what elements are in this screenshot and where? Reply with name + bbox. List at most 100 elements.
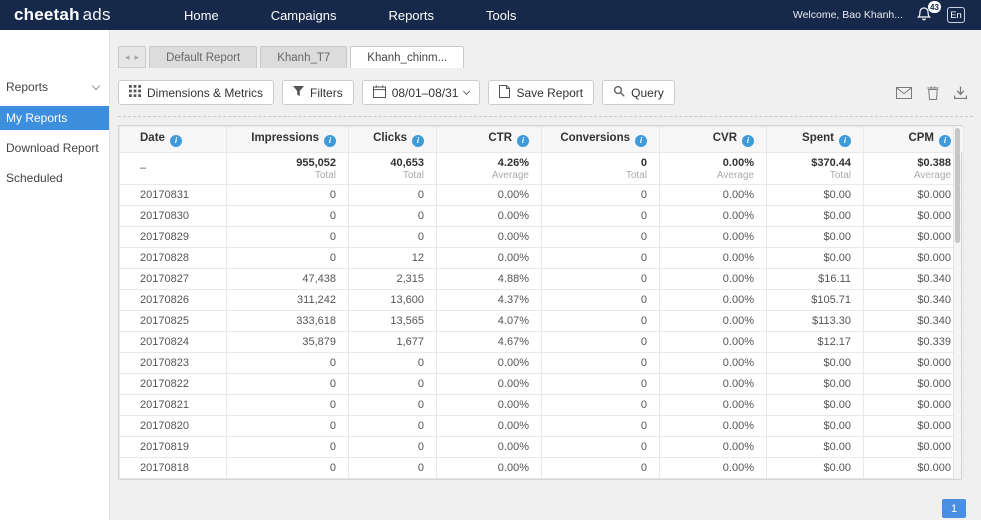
tab-scroll-left-icon[interactable]: ◂ [125, 51, 130, 62]
table-row[interactable]: 20170821 0 0 0.00% 0 0.00% $0.00 $0.000 [119, 393, 964, 416]
query-button[interactable]: Query [602, 80, 675, 105]
table-row[interactable]: 20170827 47,438 2,315 4.88% 0 0.00% $16.11 $0.3… [119, 267, 964, 290]
table-row[interactable]: 20170831 0 0 0.00% 0 0.00% $0.00 $0.000 [119, 183, 964, 206]
value-cell: $12.17 [766, 330, 864, 353]
value-cell: 4.37% [436, 288, 542, 311]
nav-item-tools[interactable]: Tools [485, 7, 517, 23]
date-cell: 20170821 [119, 393, 227, 416]
info-icon[interactable]: i [742, 134, 754, 147]
value-cell: $0.000 [863, 372, 964, 395]
brand-logo[interactable]: cheetah ads [14, 5, 132, 25]
value-cell: $16.11 [766, 267, 864, 290]
brand-bold: cheetah [14, 5, 80, 24]
totals-cell: 0.00% Average [659, 151, 767, 185]
tab-scroll-right-icon[interactable]: ▸ [134, 51, 140, 62]
column-header-date[interactable]: Date i [119, 126, 227, 153]
tab-label: Default Report [166, 51, 241, 64]
envelope-icon[interactable] [896, 86, 912, 99]
sidebar-item-download-report[interactable]: Download Report [0, 136, 109, 160]
page-1-button[interactable]: 1 [942, 499, 966, 518]
info-icon[interactable]: i [517, 134, 529, 147]
table-scrollbar[interactable] [953, 126, 961, 479]
table-row[interactable]: 20170829 0 0 0.00% 0 0.00% $0.00 $0.000 [119, 225, 964, 248]
language-selector[interactable]: En [947, 7, 965, 23]
value-cell: 0.00% [436, 351, 542, 374]
info-icon[interactable]: i [635, 134, 647, 147]
tab-khanh-t7[interactable]: Khanh_T7 [260, 46, 348, 68]
filters-label: Filters [310, 85, 343, 100]
table-row[interactable]: 20170825 333,618 13,565 4.07% 0 0.00% $113.30 $… [119, 309, 964, 332]
tab-default-report[interactable]: Default Report [149, 46, 258, 68]
save-report-button[interactable]: Save Report [488, 80, 595, 105]
totals-cell: 0 Total [541, 151, 660, 185]
info-icon[interactable]: i [939, 134, 951, 147]
value-cell: 4.07% [436, 309, 542, 332]
column-header-spent[interactable]: Spent i [766, 126, 864, 153]
sidebar: Reports My Reports Download Report Sched… [0, 30, 110, 520]
table-row[interactable]: 20170830 0 0 0.00% 0 0.00% $0.00 $0.000 [119, 204, 964, 227]
save-report-label: Save Report [516, 85, 584, 100]
value-cell: 0 [541, 246, 660, 269]
sidebar-item-scheduled[interactable]: Scheduled [0, 166, 109, 190]
table-row[interactable]: 20170820 0 0 0.00% 0 0.00% $0.00 $0.000 [119, 414, 964, 437]
value-cell: $0.000 [863, 183, 964, 206]
search-icon [613, 85, 625, 100]
top-nav-menu: Home Campaigns Reports Tools [184, 8, 516, 23]
value-cell: 0 [348, 351, 437, 374]
username-label[interactable]: Bao Khanh... [842, 9, 903, 21]
notifications-button[interactable]: 43 [916, 1, 941, 26]
value-cell: $0.00 [766, 393, 864, 416]
column-header-ctr[interactable]: CTR i [436, 126, 542, 153]
table-row[interactable]: 20170823 0 0 0.00% 0 0.00% $0.00 $0.000 [119, 351, 964, 374]
topbar-right-cluster: Welcome, Bao Khanh... 43 En [792, 1, 965, 26]
date-range-button[interactable]: 08/01–08/31 [361, 80, 481, 105]
nav-item-reports[interactable]: Reports [388, 7, 434, 23]
top-navigation-bar: cheetah ads Home Campaigns Reports Tools … [0, 0, 981, 30]
dimensions-metrics-button[interactable]: Dimensions & Metrics [118, 80, 275, 105]
table-row[interactable]: 20170818 0 0 0.00% 0 0.00% $0.00 $0.000 [119, 456, 964, 479]
trash-icon[interactable] [927, 85, 939, 100]
value-cell: 0.00% [436, 393, 542, 416]
welcome-label: Welcome, [792, 9, 840, 21]
download-icon[interactable] [954, 86, 967, 99]
info-icon[interactable]: i [169, 134, 182, 147]
scrollbar-thumb[interactable] [955, 128, 960, 243]
table-row[interactable]: 20170828 0 12 0.00% 0 0.00% $0.00 $0.000 [119, 246, 964, 269]
value-cell: $0.00 [766, 372, 864, 395]
chevron-down-icon [91, 81, 101, 90]
info-icon[interactable]: i [839, 134, 851, 147]
value-cell: $0.00 [766, 351, 864, 374]
value-cell: 0 [541, 351, 660, 374]
sidebar-item-my-reports[interactable]: My Reports [0, 106, 109, 130]
table-row[interactable]: 20170819 0 0 0.00% 0 0.00% $0.00 $0.000 [119, 435, 964, 458]
info-icon[interactable]: i [412, 134, 424, 147]
funnel-icon [293, 85, 305, 100]
nav-item-campaigns[interactable]: Campaigns [270, 7, 337, 23]
table-row[interactable]: 20170822 0 0 0.00% 0 0.00% $0.00 $0.000 [119, 372, 964, 395]
date-cell: 20170822 [119, 372, 227, 395]
value-cell: 0 [226, 456, 349, 479]
info-icon[interactable]: i [324, 134, 336, 147]
bell-icon [916, 7, 932, 26]
value-cell: 0 [348, 372, 437, 395]
value-cell: $0.000 [863, 414, 964, 437]
column-header-conversions[interactable]: Conversions i [541, 126, 660, 153]
value-cell: $0.00 [766, 225, 864, 248]
value-cell: 13,565 [348, 309, 437, 332]
value-cell: 0.00% [659, 393, 767, 416]
table-row[interactable]: 20170826 311,242 13,600 4.37% 0 0.00% $105.71 $… [119, 288, 964, 311]
column-header-clicks[interactable]: Clicks i [348, 126, 437, 153]
tab-scroll-arrows[interactable]: ◂ ▸ [118, 46, 147, 68]
value-cell: 0.00% [659, 414, 767, 437]
date-cell: 20170829 [119, 225, 227, 248]
tab-khanh-chinm[interactable]: Khanh_chinm... [350, 46, 465, 68]
column-label: Spent [802, 132, 834, 144]
column-header-impressions[interactable]: Impressions i [226, 126, 349, 153]
totals-cell: $0.388 Average [863, 151, 964, 185]
filters-button[interactable]: Filters [282, 80, 354, 105]
column-header-cpm[interactable]: CPM i [863, 126, 964, 153]
column-header-cvr[interactable]: CVR i [659, 126, 767, 153]
table-row[interactable]: 20170824 35,879 1,677 4.67% 0 0.00% $12.17 $0.3… [119, 330, 964, 353]
sidebar-section-reports[interactable]: Reports [0, 74, 109, 100]
nav-item-home[interactable]: Home [184, 7, 219, 23]
